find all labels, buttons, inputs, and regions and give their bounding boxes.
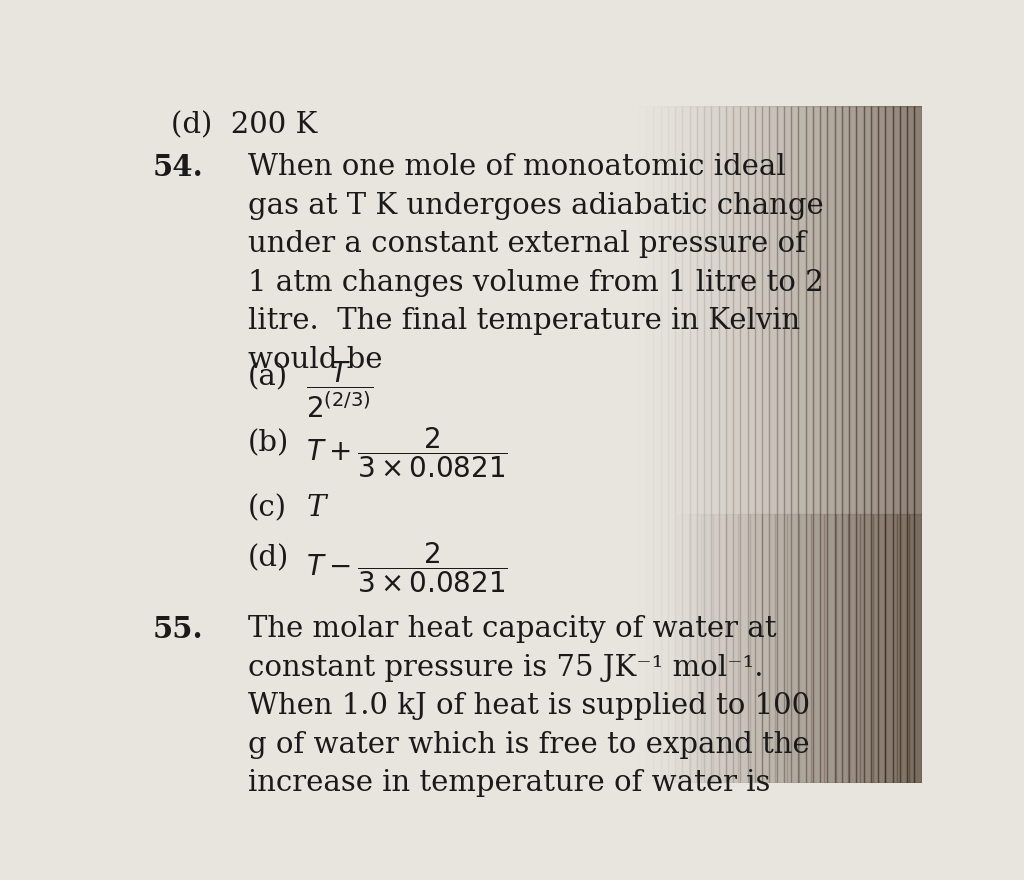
Text: litre.  The final temperature in Kelvin: litre. The final temperature in Kelvin	[248, 307, 800, 335]
Bar	[705, 106, 712, 783]
Bar	[914, 106, 922, 783]
Bar	[885, 514, 897, 783]
Bar	[870, 106, 879, 783]
Bar	[751, 514, 763, 783]
Text: 55.: 55.	[153, 615, 204, 644]
Bar	[714, 514, 726, 783]
Bar	[579, 514, 591, 783]
Bar	[591, 514, 603, 783]
Bar	[842, 106, 849, 783]
Bar	[849, 106, 856, 783]
Bar	[675, 106, 682, 783]
Bar	[792, 106, 799, 783]
Bar	[799, 514, 811, 783]
Bar	[836, 514, 848, 783]
Text: gas at T K undergoes adiabatic change: gas at T K undergoes adiabatic change	[248, 192, 824, 220]
Bar	[646, 106, 653, 783]
Bar	[813, 106, 820, 783]
Bar	[682, 106, 690, 783]
Bar	[848, 514, 860, 783]
Bar	[900, 106, 907, 783]
Bar	[776, 106, 784, 783]
Bar	[726, 106, 733, 783]
Bar	[660, 106, 668, 783]
Text: When one mole of monoatomic ideal: When one mole of monoatomic ideal	[248, 153, 785, 181]
Text: under a constant external pressure of: under a constant external pressure of	[248, 231, 806, 259]
Bar	[748, 106, 755, 783]
Text: (c): (c)	[248, 495, 287, 523]
Text: $T - \dfrac{2}{3 \times 0.0821}$: $T - \dfrac{2}{3 \times 0.0821}$	[306, 540, 508, 596]
Bar	[566, 514, 579, 783]
Bar	[668, 106, 675, 783]
Bar	[755, 106, 762, 783]
Bar	[640, 514, 652, 783]
Bar	[879, 106, 886, 783]
Bar	[652, 514, 665, 783]
Bar	[639, 106, 646, 783]
Bar	[733, 106, 740, 783]
Bar	[726, 514, 738, 783]
Bar	[835, 106, 842, 783]
Bar	[786, 514, 799, 783]
Bar	[784, 106, 792, 783]
Text: (a): (a)	[248, 363, 288, 392]
Bar	[740, 106, 748, 783]
Bar	[909, 514, 922, 783]
Bar	[701, 514, 714, 783]
Bar	[689, 514, 701, 783]
Bar	[823, 514, 836, 783]
Bar	[712, 106, 719, 783]
Bar	[775, 514, 786, 783]
Bar	[806, 106, 813, 783]
Text: $T + \dfrac{2}{3 \times 0.0821}$: $T + \dfrac{2}{3 \times 0.0821}$	[306, 425, 508, 480]
Bar	[907, 106, 914, 783]
Bar	[690, 106, 697, 783]
Text: (b): (b)	[248, 429, 290, 457]
Bar	[762, 106, 769, 783]
Bar	[897, 514, 909, 783]
Bar	[856, 106, 863, 783]
Text: When 1.0 kJ of heat is supplied to 100: When 1.0 kJ of heat is supplied to 100	[248, 693, 810, 721]
Bar	[603, 514, 615, 783]
Bar	[886, 106, 893, 783]
Text: 54.: 54.	[153, 153, 204, 182]
Bar	[769, 106, 776, 783]
Text: increase in temperature of water is: increase in temperature of water is	[248, 769, 770, 797]
Text: g of water which is free to expand the: g of water which is free to expand the	[248, 730, 810, 759]
Bar	[860, 514, 872, 783]
Text: would be: would be	[248, 346, 383, 374]
Bar	[763, 514, 775, 783]
Bar	[863, 106, 870, 783]
Bar	[827, 106, 835, 783]
Bar	[554, 514, 566, 783]
Text: 1 atm changes volume from 1 litre to 2: 1 atm changes volume from 1 litre to 2	[248, 269, 823, 297]
Bar	[820, 106, 827, 783]
Bar	[697, 106, 705, 783]
Text: T: T	[306, 495, 326, 523]
Bar	[632, 106, 639, 783]
Bar	[665, 514, 677, 783]
Bar	[738, 514, 751, 783]
Bar	[615, 514, 628, 783]
Text: $\dfrac{T}{2^{(2/3)}}$: $\dfrac{T}{2^{(2/3)}}$	[306, 360, 374, 420]
Bar	[799, 106, 806, 783]
Bar	[677, 514, 689, 783]
Bar	[893, 106, 900, 783]
Text: (d): (d)	[248, 545, 290, 573]
Text: The molar heat capacity of water at: The molar heat capacity of water at	[248, 615, 776, 643]
Bar	[628, 514, 640, 783]
Bar	[719, 106, 726, 783]
Text: (d)  200 K: (d) 200 K	[171, 112, 316, 140]
Bar	[653, 106, 660, 783]
Bar	[811, 514, 823, 783]
Text: constant pressure is 75 JK⁻¹ mol⁻¹.: constant pressure is 75 JK⁻¹ mol⁻¹.	[248, 654, 764, 682]
Bar	[872, 514, 885, 783]
